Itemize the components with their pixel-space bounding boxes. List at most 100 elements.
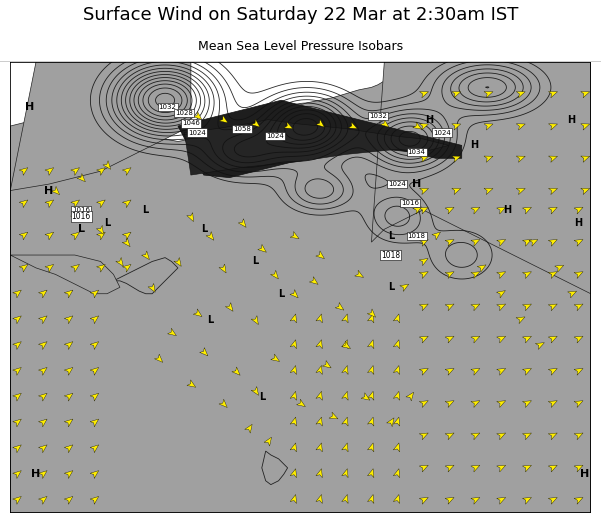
Polygon shape [19,264,28,272]
Polygon shape [290,469,296,478]
Polygon shape [445,272,454,279]
Polygon shape [522,304,531,311]
Polygon shape [45,168,53,175]
Text: L: L [258,392,265,402]
Polygon shape [45,264,53,272]
Polygon shape [367,391,374,400]
Text: 1046: 1046 [182,121,200,127]
Polygon shape [548,401,557,407]
Polygon shape [452,156,461,162]
Polygon shape [419,272,429,279]
Polygon shape [64,445,73,452]
Text: 1024: 1024 [388,181,406,187]
Polygon shape [419,304,429,311]
Polygon shape [10,62,591,513]
Polygon shape [290,231,299,239]
Polygon shape [100,258,378,475]
Polygon shape [38,497,47,504]
Polygon shape [51,186,59,195]
Polygon shape [219,264,226,273]
Polygon shape [296,399,305,407]
Polygon shape [367,309,376,317]
Polygon shape [574,272,583,279]
Polygon shape [367,417,374,426]
Polygon shape [123,232,131,240]
Polygon shape [316,365,322,374]
Polygon shape [355,270,364,278]
Text: L: L [142,205,149,215]
Polygon shape [516,91,525,98]
Polygon shape [484,156,493,162]
Text: 1058: 1058 [234,126,251,132]
Polygon shape [219,115,228,123]
Polygon shape [19,168,28,175]
Polygon shape [97,200,105,208]
Polygon shape [574,368,583,375]
Polygon shape [471,240,480,246]
Polygon shape [64,367,73,376]
Polygon shape [393,469,400,478]
Polygon shape [484,91,493,98]
Polygon shape [342,340,348,349]
Polygon shape [548,433,557,440]
Polygon shape [522,240,531,246]
Polygon shape [342,495,348,503]
Polygon shape [64,497,73,504]
Text: 1016: 1016 [72,207,90,213]
Polygon shape [270,270,278,279]
Polygon shape [419,259,428,266]
Polygon shape [419,465,429,472]
Text: H: H [567,114,575,125]
Polygon shape [452,188,461,194]
Text: 1024: 1024 [266,133,284,140]
Polygon shape [114,258,178,294]
Polygon shape [194,309,202,317]
Polygon shape [251,120,260,127]
Polygon shape [342,365,348,374]
Polygon shape [290,443,296,452]
Polygon shape [548,240,557,246]
Polygon shape [419,207,429,214]
Polygon shape [342,443,348,452]
Polygon shape [90,497,99,504]
Polygon shape [367,365,374,374]
Polygon shape [64,419,73,427]
Polygon shape [516,124,525,130]
Polygon shape [380,120,389,127]
Polygon shape [581,124,590,130]
Polygon shape [38,419,47,427]
Polygon shape [406,392,413,401]
Text: 1034: 1034 [407,149,426,155]
Polygon shape [71,232,79,240]
Polygon shape [96,225,103,234]
Polygon shape [419,188,429,194]
Polygon shape [371,62,591,294]
Polygon shape [471,433,480,440]
Polygon shape [13,445,21,452]
Polygon shape [581,91,590,98]
Text: H: H [579,469,589,479]
Polygon shape [103,161,111,169]
Polygon shape [123,168,131,175]
Polygon shape [432,232,441,240]
Polygon shape [290,314,296,323]
Polygon shape [316,443,322,452]
Polygon shape [290,340,296,349]
Polygon shape [581,156,590,162]
Polygon shape [419,156,429,162]
Polygon shape [548,304,557,311]
Text: H: H [25,102,34,112]
Text: L: L [207,314,213,325]
Polygon shape [290,417,296,426]
Polygon shape [367,314,374,323]
Polygon shape [13,367,21,376]
Polygon shape [419,368,429,375]
Polygon shape [471,401,480,407]
Polygon shape [90,419,99,427]
Polygon shape [419,240,429,246]
Polygon shape [251,386,258,396]
Polygon shape [445,498,454,504]
Polygon shape [548,272,557,279]
Polygon shape [548,368,557,375]
Text: 1016: 1016 [401,201,419,206]
